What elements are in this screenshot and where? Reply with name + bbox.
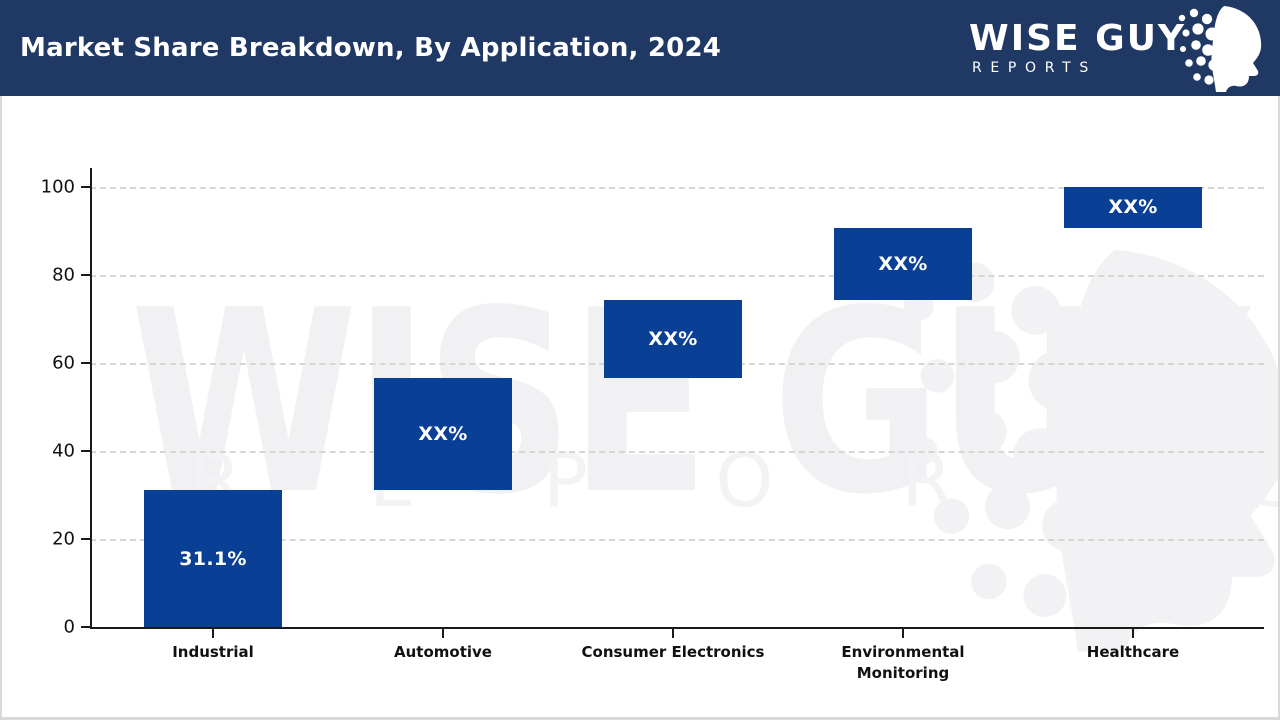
- category-label: Industrial: [172, 643, 254, 661]
- y-axis-tick: [81, 186, 90, 188]
- bar-value-label: 31.1%: [179, 547, 247, 570]
- x-axis-tick: [212, 629, 214, 638]
- logo-wordmark: WISE GUY: [968, 17, 1186, 59]
- waterfall-bar: XX%: [604, 300, 742, 378]
- bar-value-label: XX%: [648, 328, 698, 351]
- gridline: [90, 275, 1264, 277]
- x-axis-tick: [672, 629, 674, 638]
- y-axis-tick: [81, 362, 90, 364]
- x-axis-tick: [1132, 629, 1134, 638]
- category-label: Consumer Electronics: [581, 643, 765, 661]
- waterfall-bar: 31.1%: [144, 490, 282, 627]
- category-label: Environmental Monitoring: [841, 643, 965, 682]
- bar-value-label: XX%: [418, 423, 468, 446]
- waterfall-bar: XX%: [834, 227, 972, 301]
- gridline: [90, 451, 1264, 453]
- gridline: [90, 187, 1264, 189]
- logo-text: WISE GUY REPORTS: [968, 17, 1186, 76]
- y-axis-line: [90, 168, 92, 627]
- x-axis-tick: [442, 629, 444, 638]
- watermark-face-icon: [903, 249, 1278, 652]
- logo-subtitle: REPORTS: [971, 59, 1097, 76]
- y-tick-label: 60: [52, 352, 75, 374]
- chart-title: Market Share Breakdown, By Application, …: [20, 33, 722, 63]
- y-tick-label: 20: [52, 528, 75, 550]
- y-tick-label: 0: [63, 616, 75, 638]
- y-tick-label: 80: [52, 264, 75, 286]
- waterfall-bar: XX%: [1064, 187, 1202, 228]
- bar-value-label: XX%: [1108, 196, 1158, 219]
- bar-value-label: XX%: [878, 252, 928, 275]
- x-axis-tick: [902, 629, 904, 638]
- y-axis-tick: [81, 450, 90, 452]
- wise-guy-reports-logo: WISE GUY REPORTS: [969, 0, 1270, 96]
- y-axis-tick: [81, 626, 90, 628]
- x-axis-line: [90, 627, 1264, 629]
- gridline: [90, 539, 1264, 541]
- y-tick-label: 100: [40, 176, 75, 198]
- logo-face-icon: [1178, 6, 1262, 92]
- header-bar: Market Share Breakdown, By Application, …: [0, 0, 1280, 96]
- y-axis-tick: [81, 274, 90, 276]
- category-label: Automotive: [394, 643, 492, 661]
- y-axis-tick: [81, 538, 90, 540]
- y-tick-label: 40: [52, 440, 75, 462]
- waterfall-bar: XX%: [374, 377, 512, 491]
- category-label: Healthcare: [1086, 643, 1180, 661]
- chart-canvas: WISE GUY R E P O R T S 0 20 40 60 80 100 31.1%…: [0, 96, 1280, 720]
